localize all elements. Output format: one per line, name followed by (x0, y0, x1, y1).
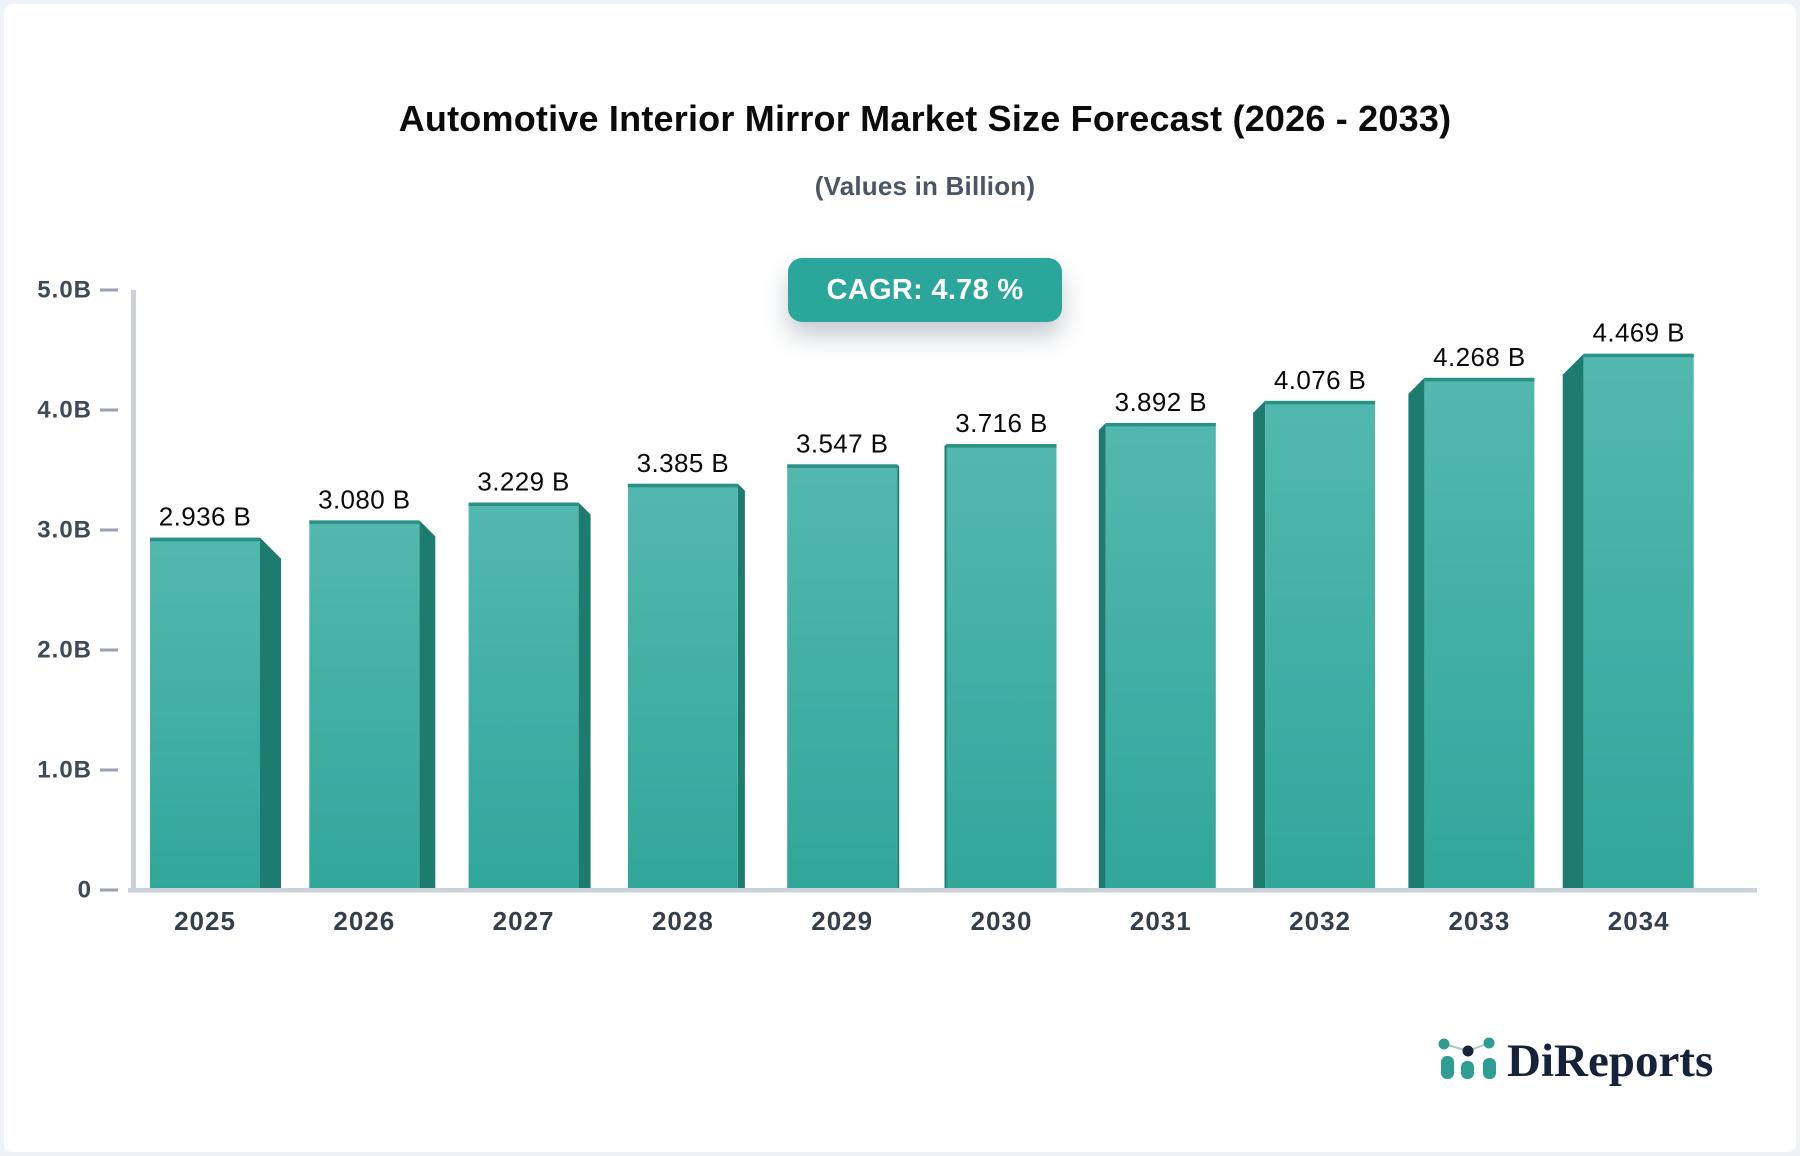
x-axis-category-label: 2034 (1608, 906, 1670, 936)
chart-title: Automotive Interior Mirror Market Size F… (398, 98, 1452, 139)
brand-logo-text: DiReports (1507, 1035, 1714, 1087)
bar-side-face (1253, 400, 1266, 888)
x-axis-category-label: 2028 (652, 906, 714, 936)
x-axis-category-label: 2029 (811, 906, 873, 936)
bar-front-face (468, 502, 579, 889)
bar-value-label: 4.469 B (1592, 318, 1684, 348)
bar-value-label: 3.892 B (1115, 387, 1207, 417)
bar-top-edge (1265, 400, 1376, 405)
bar-2030: 3.716 B 2030 (944, 408, 1057, 936)
bar-side-face (897, 464, 900, 888)
bar-value-label: 3.080 B (318, 484, 410, 514)
x-axis-category-label: 2027 (493, 906, 555, 936)
chart-header: Automotive Interior Mirror Market Size F… (135, 96, 1715, 202)
bar-front-face (1424, 377, 1535, 889)
cagr-badge-label: CAGR: 4.78 % (826, 273, 1024, 306)
bar-front-face (787, 464, 898, 889)
bar-value-label: 4.268 B (1433, 342, 1525, 372)
bar-front-face (1583, 353, 1694, 890)
bar-top-edge (150, 537, 260, 542)
x-axis-category-label: 2030 (971, 906, 1033, 936)
bar-side-face (944, 444, 947, 888)
bar-top-edge (1583, 353, 1694, 358)
bar-top-edge (468, 502, 579, 507)
bar-top-edge (1424, 377, 1535, 382)
x-axis-line (128, 888, 1757, 893)
bar-top-edge (309, 520, 420, 524)
bar-front-face (150, 537, 260, 889)
bar-2027: 3.229 B 2027 (468, 467, 591, 936)
bar-2029: 3.547 B 2029 (787, 428, 900, 936)
chart-subtitle: (Values in Billion) (814, 171, 1036, 201)
bar-value-label: 3.547 B (796, 428, 888, 458)
bar-value-label: 2.936 B (159, 502, 251, 532)
bar-side-face (1408, 377, 1425, 888)
x-axis-category-label: 2033 (1448, 906, 1510, 936)
y-axis-tick-label: 5.0B (37, 277, 92, 304)
bar-front-face (309, 520, 420, 889)
bar-front-face (627, 483, 738, 889)
bar-2033: 4.268 B 2033 (1408, 342, 1535, 936)
bar-2031: 3.892 B 2031 (1098, 387, 1216, 936)
bar-front-face (1265, 400, 1376, 889)
bar-top-edge (946, 444, 1057, 448)
x-axis-category-label: 2026 (333, 906, 395, 936)
bar-top-edge (1105, 422, 1216, 427)
bar-side-face (578, 502, 591, 888)
bar-side-face (1562, 353, 1584, 889)
bar-side-face (737, 483, 745, 888)
bar-side-face (419, 520, 436, 888)
bar-2032: 4.076 B 2032 (1253, 365, 1376, 936)
brand-logo-icon (1438, 1037, 1496, 1079)
bar-side-face (260, 537, 281, 888)
cagr-badge: CAGR: 4.78 % (788, 258, 1062, 322)
bar-2028: 3.385 B 2028 (627, 448, 745, 936)
bar-2025: 2.936 B 2025 (150, 502, 281, 936)
bar-2026: 3.080 B 2026 (309, 484, 436, 936)
bar-top-edge (627, 483, 738, 488)
bar-front-face (946, 444, 1057, 889)
y-axis-tick-label: 2.0B (37, 637, 92, 664)
bar-side-face (1098, 422, 1106, 888)
bar-front-face (1105, 422, 1216, 889)
bar-value-label: 3.716 B (955, 408, 1047, 438)
y-axis-line (131, 290, 136, 892)
y-axis-tick-label: 3.0B (37, 517, 92, 544)
bar-top-edge (787, 464, 898, 468)
x-axis-category-label: 2025 (174, 906, 236, 936)
bar-value-label: 3.229 B (477, 467, 569, 497)
bar-value-label: 4.076 B (1274, 365, 1366, 395)
brand-logo: DiReports (1438, 1030, 1713, 1092)
x-axis-category-label: 2031 (1130, 906, 1192, 936)
bar-2034: 4.469 B 2034 (1562, 318, 1694, 936)
x-axis-category-label: 2032 (1289, 906, 1351, 936)
y-axis-tick-label: 1.0B (37, 757, 92, 784)
y-axis-tick-label: 4.0B (37, 397, 92, 424)
bar-value-label: 3.385 B (637, 448, 729, 478)
y-axis-tick-label: 0 (78, 877, 92, 904)
